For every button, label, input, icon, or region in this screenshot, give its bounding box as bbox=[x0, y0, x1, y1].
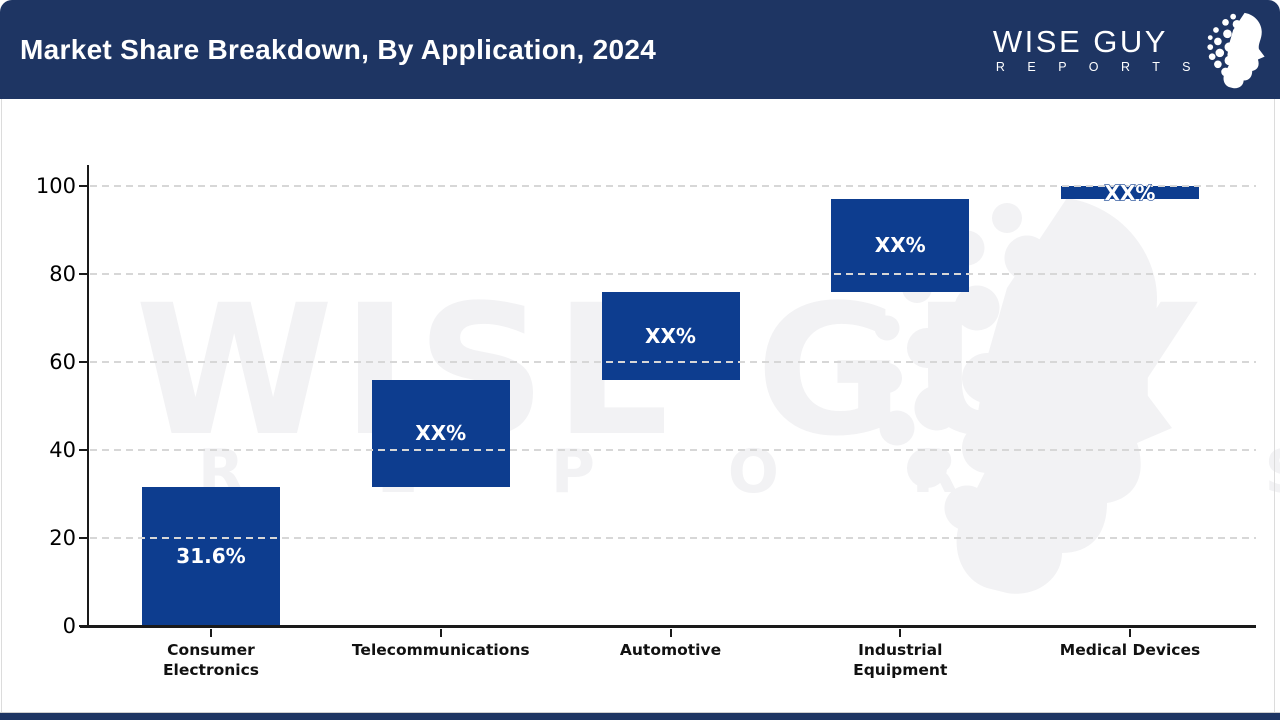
x-tick-mark bbox=[899, 629, 902, 637]
y-tick-label: 100 bbox=[35, 174, 76, 198]
gridline bbox=[90, 273, 1256, 275]
bar-segment bbox=[371, 379, 510, 487]
x-category-label: Industrial Equipment bbox=[853, 641, 948, 680]
right-border bbox=[1274, 99, 1275, 713]
gridline bbox=[90, 537, 1256, 539]
x-axis-line bbox=[80, 625, 1256, 628]
x-tick-mark bbox=[1129, 629, 1131, 637]
logo-primary-text: WISE GUY bbox=[992, 24, 1168, 60]
y-tick-label: 20 bbox=[49, 526, 76, 550]
x-tick-mark bbox=[210, 629, 212, 637]
bar-value-label: XX% bbox=[874, 233, 926, 258]
page-title: Market Share Breakdown, By Application, … bbox=[20, 33, 657, 65]
y-tick-label: 0 bbox=[62, 614, 76, 638]
bar-value-label: 31.6% bbox=[176, 544, 246, 569]
x-category-label: Automotive bbox=[619, 641, 722, 659]
logo-secondary-text: R E P O R T S bbox=[995, 60, 1200, 75]
footer-divider bbox=[0, 712, 1280, 713]
y-tick-mark bbox=[79, 185, 88, 187]
x-tick-mark bbox=[669, 629, 672, 637]
x-category-label: Telecommunications bbox=[351, 641, 530, 659]
gridline bbox=[90, 185, 1256, 187]
gridline bbox=[90, 449, 1256, 451]
bar-segment bbox=[601, 291, 740, 380]
bar-segment bbox=[831, 199, 970, 292]
y-tick-mark bbox=[79, 537, 88, 539]
gridline bbox=[90, 361, 1256, 363]
y-tick-mark bbox=[79, 449, 88, 451]
y-axis-line bbox=[87, 165, 89, 628]
footer-bar bbox=[0, 713, 1280, 720]
logo-text: WISE GUY R E P O R T S bbox=[993, 26, 1200, 74]
y-tick-mark bbox=[79, 625, 88, 627]
x-category-label: Medical Devices bbox=[1059, 641, 1201, 659]
bar-segment bbox=[142, 486, 280, 626]
y-tick-label: 60 bbox=[49, 350, 76, 374]
wise-guy-logo: WISE GUY R E P O R T S bbox=[993, 8, 1268, 92]
bar-segment bbox=[1061, 186, 1199, 200]
x-category-label: Consumer Electronics bbox=[162, 641, 260, 680]
bar-value-label: XX% bbox=[645, 323, 696, 348]
x-tick-mark bbox=[439, 629, 442, 637]
bar-value-label: XX% bbox=[415, 421, 467, 446]
y-tick-label: 80 bbox=[49, 262, 76, 286]
y-tick-mark bbox=[79, 273, 88, 275]
logo-face-icon bbox=[1207, 12, 1265, 89]
bar-value-label: XX% bbox=[1104, 180, 1156, 205]
y-tick-label: 40 bbox=[49, 438, 76, 462]
header-bar: Market Share Breakdown, By Application, … bbox=[0, 0, 1280, 99]
left-border bbox=[1, 99, 2, 713]
y-tick-mark bbox=[79, 361, 88, 363]
